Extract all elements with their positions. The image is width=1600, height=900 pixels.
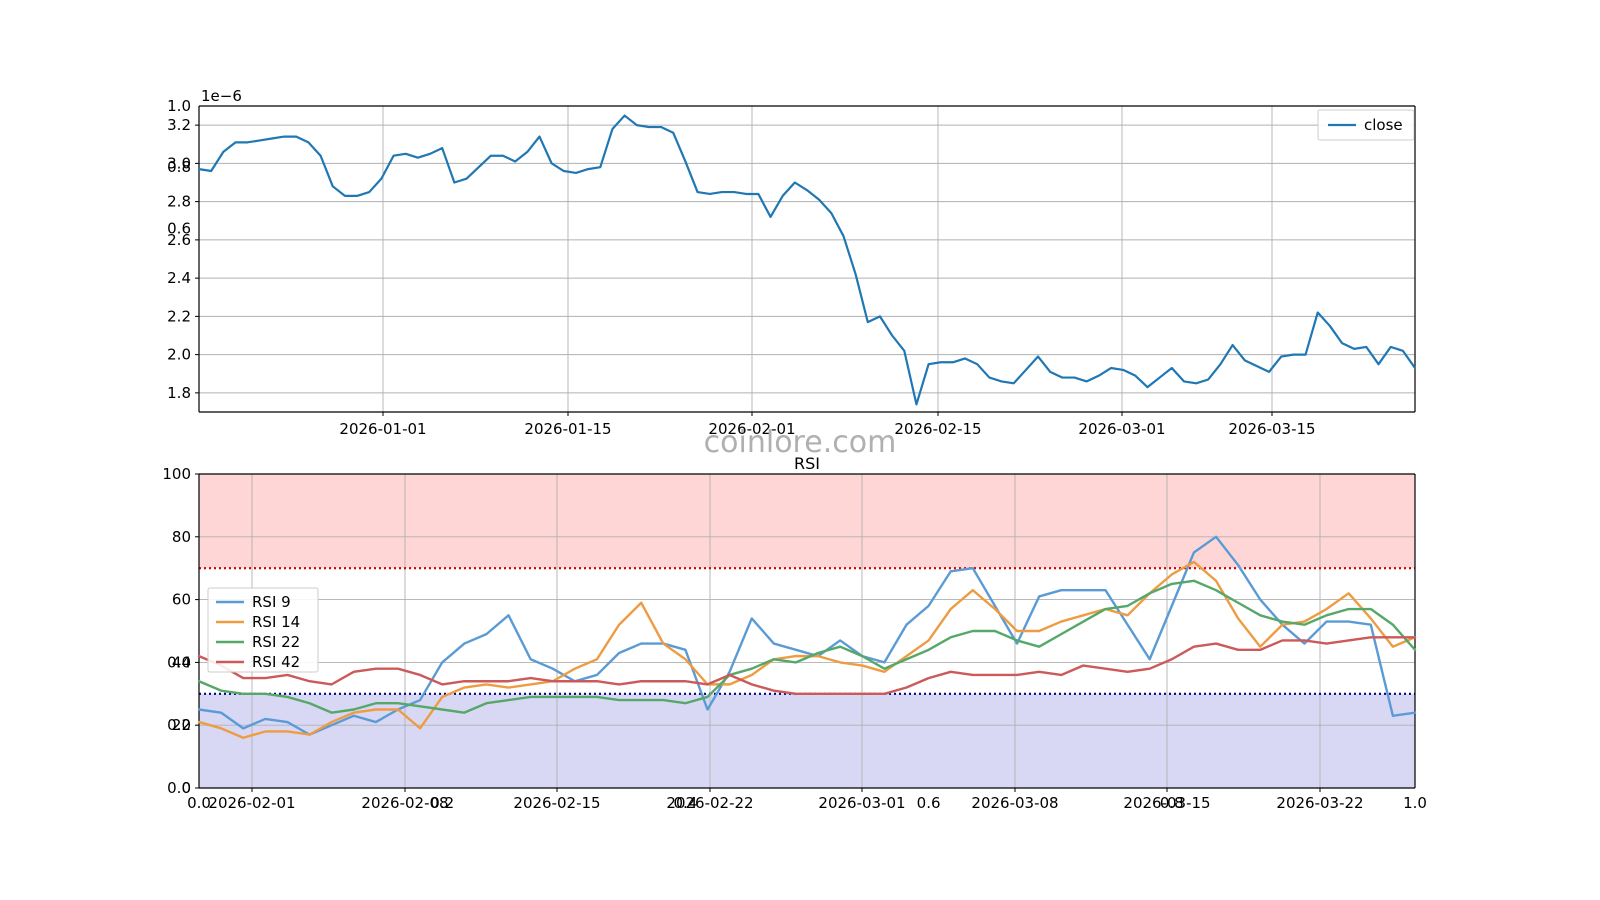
price-legend-label: close [1364, 116, 1403, 134]
price-y-tick-label: 3.2 [167, 116, 191, 134]
rsi-y-tick-label-overlay: 0.2 [167, 716, 191, 734]
price-x-tick-labels: 2026-01-01 2026-01-15 2026-02-01 2026-02-15… [339, 420, 1315, 438]
rsi-overbought-band [199, 474, 1415, 569]
rsi-legend-label-rsi-14: RSI 14 [252, 613, 300, 631]
watermark: coinlore.com [704, 425, 897, 460]
rsi-x-tick-labels-overlay: 0.0 0.2 0.4 0.6 0.8 1.0 [187, 794, 1427, 812]
rsi-y-tick-label-overlay: 0.0 [167, 779, 191, 797]
price-panel: 3.2 3.0 2.8 2.6 2.4 2.2 2.0 1.8 1.0 0.8 0.6 2026-… [167, 87, 1417, 438]
price-y-tick-labels: 3.2 3.0 2.8 2.6 2.4 2.2 2.0 1.8 [167, 116, 191, 402]
rsi-line-rsi-9 [197, 535, 1417, 736]
price-y-tick-label-overlay: 0.8 [167, 158, 191, 176]
price-y-tick-label: 3.0 [167, 154, 191, 172]
rsi-axes-spines [198, 473, 1416, 789]
price-x-tick-label: 2026-01-01 [339, 420, 426, 438]
price-gridlines [195, 124, 1415, 394]
rsi-oversold-band [199, 693, 1415, 788]
rsi-gridlines [195, 473, 1415, 789]
rsi-y-tick-label: 60 [172, 591, 191, 609]
rsi-x-tick-label-overlay: 1.0 [1403, 794, 1427, 812]
rsi-legend-label-rsi-42: RSI 42 [252, 653, 300, 671]
rsi-x-tick-label: 2026-03-22 [1276, 794, 1363, 812]
price-y-tick-label: 2.8 [167, 193, 191, 211]
rsi-x-tick-label: 2026-03-08 [971, 794, 1058, 812]
price-x-gridlines [382, 106, 1273, 416]
price-plot-background [199, 106, 1415, 412]
rsi-x-tick-label: 2026-02-22 [666, 794, 753, 812]
rsi-series-lines [197, 535, 1417, 739]
price-x-tick-label: 2026-03-01 [1078, 420, 1165, 438]
price-x-tick-label: 2026-01-15 [524, 420, 611, 438]
price-y-tick-label: 2.0 [167, 346, 191, 364]
rsi-legend-box [207, 587, 319, 673]
rsi-x-tick-label-overlay: 0.8 [1160, 794, 1184, 812]
price-x-tick-label: 2026-03-15 [1228, 420, 1315, 438]
price-axes-spines [198, 105, 1416, 413]
rsi-x-tick-label-overlay: 0.6 [917, 794, 941, 812]
price-legend-box [1317, 109, 1415, 141]
rsi-legend[interactable]: RSI 9 RSI 14 RSI 22 RSI 42 [207, 587, 319, 673]
rsi-panel-title: RSI [794, 454, 820, 473]
price-x-tick-label: 2026-02-15 [894, 420, 981, 438]
price-y-tick-label-overlay: 1.0 [167, 97, 191, 115]
rsi-x-tick-label: 2026-02-08 [361, 794, 448, 812]
rsi-y-tick-labels-overlay: 0.4 0.2 0.0 [167, 653, 191, 797]
rsi-y-tick-label: 80 [172, 528, 191, 546]
price-y-tick-label: 2.2 [167, 307, 191, 325]
rsi-legend-label-rsi-9: RSI 9 [252, 593, 291, 611]
rsi-x-tick-label: 2026-02-01 [208, 794, 295, 812]
price-y-tick-label: 1.8 [167, 384, 191, 402]
rsi-legend-label-rsi-22: RSI 22 [252, 633, 300, 651]
rsi-x-tick-label: 2026-03-15 [1123, 794, 1210, 812]
rsi-x-tick-label-overlay: 0.0 [187, 794, 211, 812]
rsi-y-tick-label: 0 [181, 779, 191, 797]
close-price-line [197, 114, 1417, 406]
rsi-x-tick-label: 2026-03-01 [818, 794, 905, 812]
rsi-x-tick-label-overlay: 0.2 [430, 794, 454, 812]
rsi-x-tick-label: 2026-02-15 [513, 794, 600, 812]
rsi-y-tick-label-overlay: 0.4 [167, 653, 191, 671]
price-legend[interactable]: close [1317, 109, 1415, 141]
price-x-tick-label: 2026-02-01 [708, 420, 795, 438]
rsi-y-tick-labels: 100 80 60 40 20 0 [162, 465, 191, 797]
rsi-line-rsi-14 [197, 560, 1417, 739]
rsi-line-rsi-22 [197, 579, 1417, 714]
rsi-y-tick-label: 40 [172, 653, 191, 671]
rsi-y-tick-label: 100 [162, 465, 191, 483]
price-y-tick-label: 2.4 [167, 269, 191, 287]
price-y-tick-label-overlay: 0.6 [167, 219, 191, 237]
price-y-offset-label: 1e−6 [201, 87, 242, 105]
price-y-tick-labels-overlay: 1.0 0.8 0.6 [167, 97, 191, 237]
price-y-tick-label: 2.6 [167, 231, 191, 249]
rsi-y-tick-label: 20 [172, 716, 191, 734]
rsi-x-tick-labels: 2026-02-01 2026-02-08 2026-02-15 2026-02-22… [208, 794, 1363, 812]
rsi-line-rsi-42 [197, 636, 1417, 695]
rsi-x-tick-label-overlay: 0.4 [673, 794, 697, 812]
rsi-x-gridlines [251, 474, 1321, 792]
